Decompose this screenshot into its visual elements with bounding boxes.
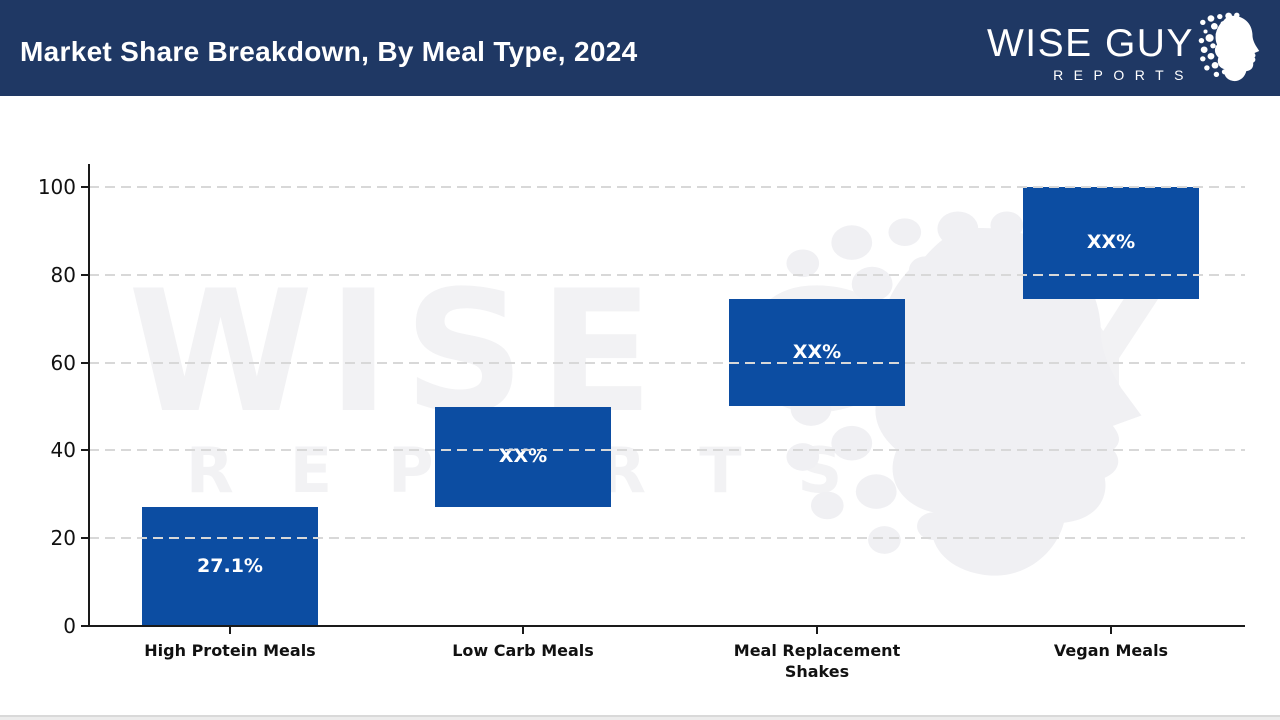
bar-value-label: 27.1% <box>197 554 263 577</box>
y-tick-label-20: 20 <box>50 526 76 551</box>
gridline-100 <box>89 186 1245 188</box>
bar-value-label: XX% <box>792 340 842 363</box>
x-tick-mark-vegan-meals <box>1110 627 1112 634</box>
y-tick-label-40: 40 <box>50 438 76 463</box>
y-tick-label-100: 100 <box>37 175 76 199</box>
wise-guy-reports-logo: WISE GUY REPORTS <box>987 10 1266 90</box>
footer-divider <box>0 715 1280 717</box>
header-bar: Market Share Breakdown, By Meal Type, 20… <box>0 0 1280 96</box>
logo-text-top: WISE GUY <box>986 22 1194 65</box>
y-tick-label-60: 60 <box>50 350 76 375</box>
bar-value-label: XX% <box>498 444 548 467</box>
bar-meal-replacement-shakes: XX% <box>729 298 905 407</box>
gridline-60 <box>89 361 1245 364</box>
footer-strip <box>0 717 1280 720</box>
y-tick-mark-20 <box>81 537 89 540</box>
bar-value-label: XX% <box>1086 230 1136 253</box>
bar-high-protein-meals: 27.1% <box>142 507 318 626</box>
y-tick-mark-40 <box>81 449 89 452</box>
gridline-20 <box>89 537 1245 540</box>
y-tick-mark-60 <box>81 361 89 364</box>
x-tick-mark-meal-replacement-shakes <box>816 627 818 634</box>
y-axis-line <box>88 164 90 627</box>
bar-low-carb-meals: XX% <box>435 406 611 508</box>
logo-head-icon <box>1198 12 1260 82</box>
y-tick-mark-80 <box>81 273 89 276</box>
category-label-vegan-meals: Vegan Meals <box>1053 641 1169 660</box>
bar-vegan-meals: XX% <box>1023 187 1199 299</box>
logo-text: WISE GUY REPORTS <box>986 22 1194 84</box>
category-label-high-protein-meals: High Protein Meals <box>144 641 316 660</box>
y-tick-label-0: 0 <box>63 614 76 638</box>
gridline-80 <box>89 273 1245 276</box>
y-tick-mark-0 <box>81 625 89 627</box>
page-title: Market Share Breakdown, By Meal Type, 20… <box>20 36 638 67</box>
category-label-meal-replacement-shakes: Meal Replacement Shakes <box>733 641 901 681</box>
x-tick-mark-high-protein-meals <box>229 627 231 634</box>
logo-text-bottom: REPORTS <box>1053 67 1194 83</box>
x-tick-mark-low-carb-meals <box>522 627 524 634</box>
y-tick-label-80: 80 <box>50 262 76 287</box>
category-label-low-carb-meals: Low Carb Meals <box>452 641 594 660</box>
x-axis-line <box>87 625 1245 627</box>
y-tick-mark-100 <box>81 186 89 188</box>
gridline-40 <box>89 449 1245 452</box>
